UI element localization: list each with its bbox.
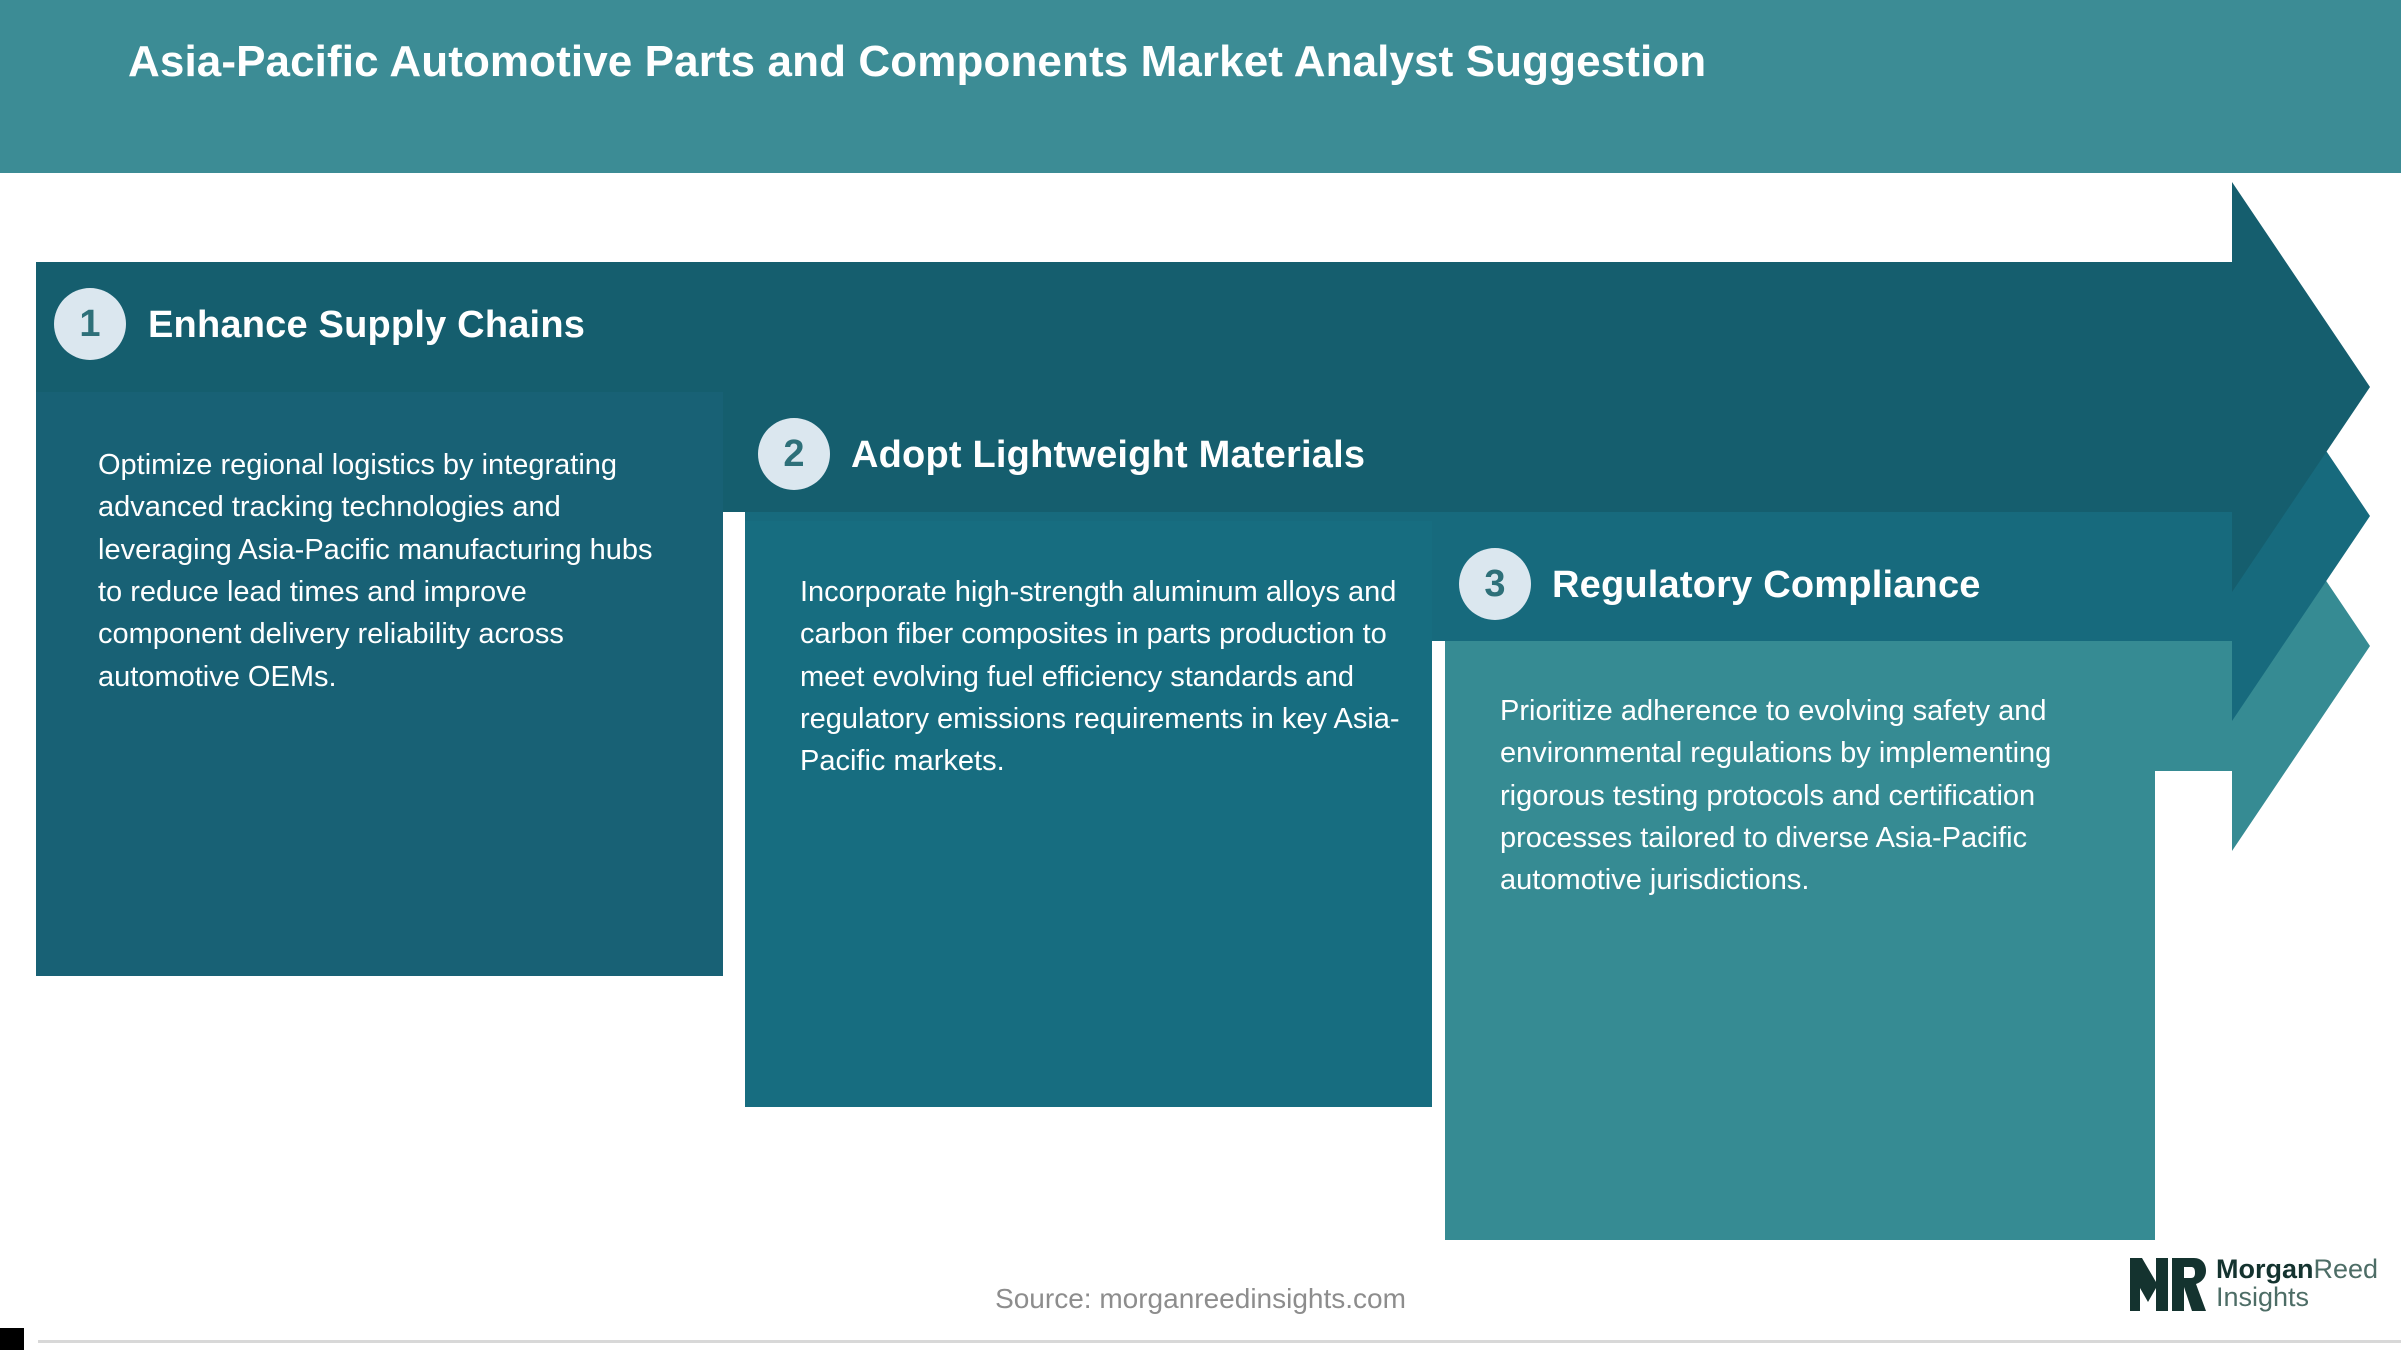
step-badge-1: 1 xyxy=(54,288,126,360)
step-panel-3 xyxy=(1445,651,2155,1240)
page-title: Asia-Pacific Automotive Parts and Compon… xyxy=(128,37,1707,86)
step-badge-3: 3 xyxy=(1459,548,1531,620)
brand-line-1: MorganReed xyxy=(2216,1256,2378,1284)
brand-logo-text: MorganReed Insights xyxy=(2216,1256,2378,1311)
step-body-2: Incorporate high-strength aluminum alloy… xyxy=(800,576,1400,778)
bottom-rule xyxy=(38,1340,2401,1343)
header-bar: Asia-Pacific Automotive Parts and Compon… xyxy=(0,0,2401,173)
step-panel-2 xyxy=(745,521,1432,1107)
step-number-3: 3 xyxy=(1484,563,1506,605)
step-body-1: Optimize regional logistics by integrati… xyxy=(98,449,653,693)
corner-tab xyxy=(0,1328,24,1350)
step-number-2: 2 xyxy=(783,433,805,475)
step-badge-2: 2 xyxy=(758,418,830,490)
brand-reed: Reed xyxy=(2313,1254,2379,1285)
step-panel-1 xyxy=(36,392,723,976)
brand-logo[interactable]: MorganReed Insights xyxy=(2128,1255,2378,1313)
brand-line-2: Insights xyxy=(2216,1282,2310,1312)
step-title-3: Regulatory Compliance xyxy=(1552,564,1981,606)
step-body-3: Prioritize adherence to evolving safety … xyxy=(1500,695,2052,897)
step-number-1: 1 xyxy=(79,303,101,345)
brand-morgan: Morgan xyxy=(2216,1254,2314,1285)
mr-monogram-icon xyxy=(2130,1258,2206,1311)
source-note: Source: morganreedinsights.com xyxy=(995,1283,1406,1314)
step-title-2: Adopt Lightweight Materials xyxy=(851,434,1366,476)
step-title-1: Enhance Supply Chains xyxy=(148,304,586,346)
